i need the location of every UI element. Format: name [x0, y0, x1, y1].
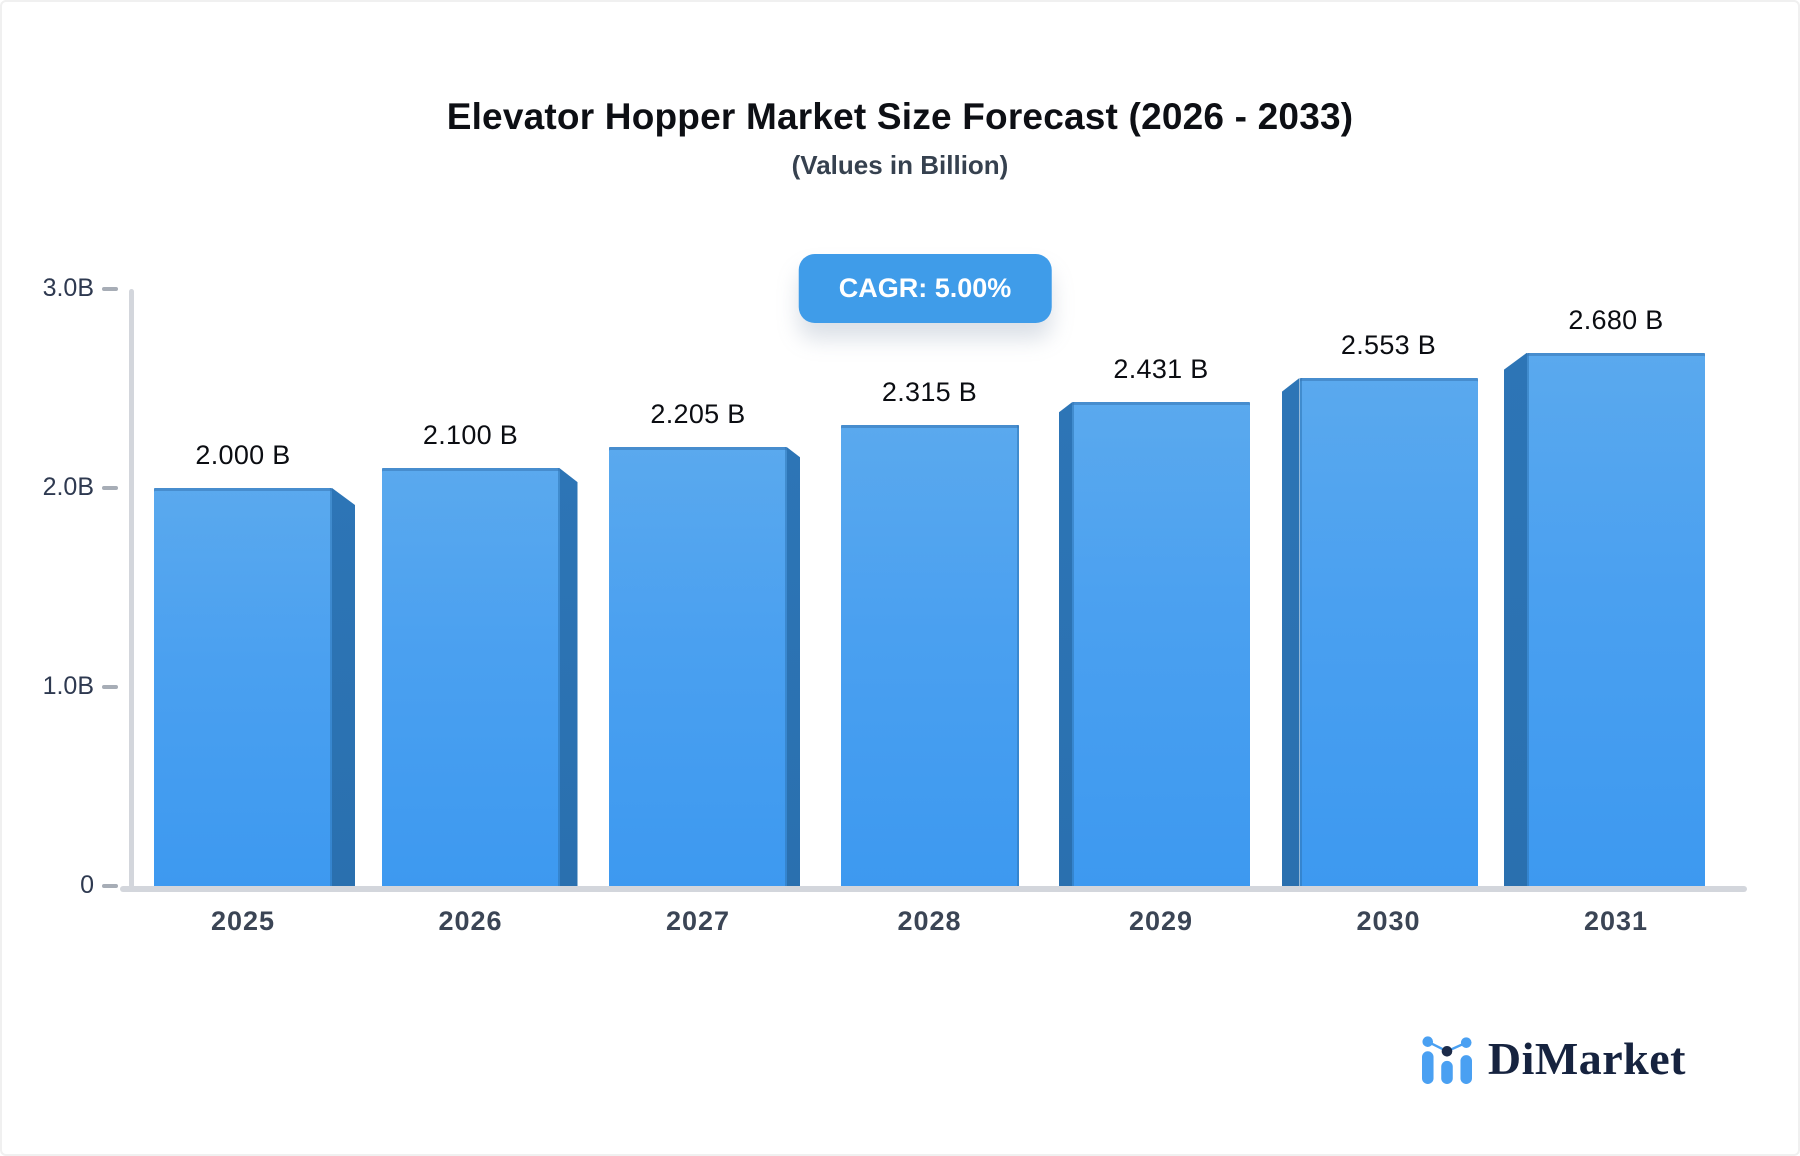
bar-chart-icon [1420, 1034, 1474, 1084]
bar [1527, 352, 1705, 886]
x-axis-line [120, 886, 1747, 892]
x-axis-label: 2027 [665, 906, 731, 936]
x-axis-label: 2029 [1128, 906, 1194, 936]
dimarket-wordmark: DiMarket [1487, 1033, 1686, 1084]
cagr-badge: CAGR: 5.00% [798, 254, 1052, 323]
y-axis-label: 3.0B [42, 274, 94, 302]
page-subtitle: (Values in Billion) [791, 150, 1009, 180]
bar-value-label: 2.100 B [422, 420, 519, 451]
y-axis-tick [102, 486, 118, 490]
bar [609, 447, 787, 886]
y-axis-label: 1.0B [42, 672, 94, 700]
bar-value-label: 2.680 B [1568, 304, 1664, 335]
x-axis-label: 2031 [1583, 906, 1649, 936]
bar-value-label: 2.431 B [1113, 354, 1209, 385]
y-axis-label: 2.0B [42, 473, 94, 501]
bar [840, 425, 1019, 886]
bar-side-face [332, 488, 355, 886]
bar [1072, 402, 1250, 886]
x-axis-label: 2026 [438, 906, 503, 936]
y-axis-tick [102, 884, 118, 888]
y-axis-tick [102, 685, 118, 689]
bar-side-face [1504, 352, 1527, 886]
bar [154, 488, 332, 886]
bar-side-face [1059, 402, 1072, 886]
x-axis-label: 2030 [1356, 906, 1421, 936]
dimarket-logo: DiMarket [1420, 1032, 1686, 1085]
page-title: Elevator Hopper Market Size Forecast (20… [446, 96, 1354, 137]
y-axis-line [129, 289, 134, 892]
y-axis-label: 0 [80, 871, 94, 899]
bar-value-label: 2.315 B [881, 377, 978, 408]
bar [381, 468, 560, 886]
bar [1299, 377, 1478, 886]
bar-side-face [1281, 377, 1300, 886]
bar-value-label: 2.000 B [195, 440, 291, 470]
bar-side-face [559, 468, 578, 886]
y-axis-tick [102, 287, 118, 291]
bar-side-face [787, 447, 800, 886]
bar-value-label: 2.553 B [1340, 329, 1437, 360]
x-axis-label: 2025 [210, 906, 276, 936]
bar-value-label: 2.205 B [650, 399, 746, 430]
x-axis-label: 2028 [897, 906, 962, 936]
